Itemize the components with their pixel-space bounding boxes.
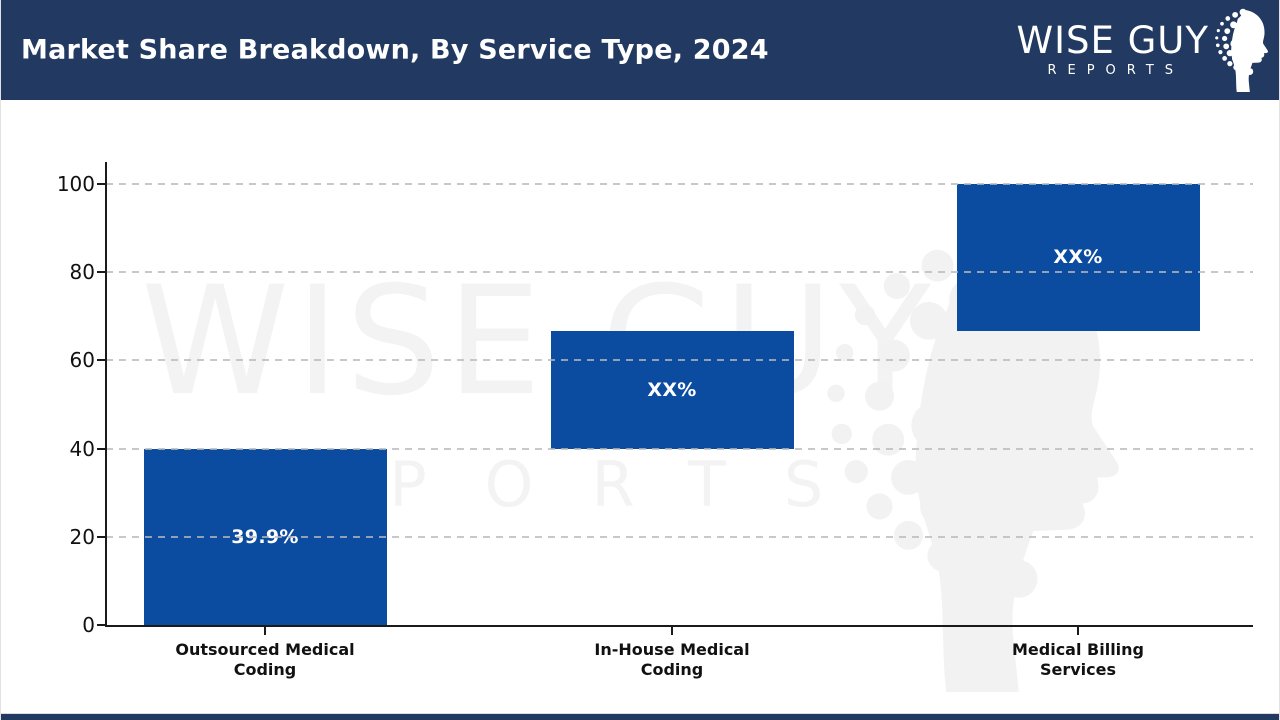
- x-category-label: In-House Medical Coding: [512, 640, 832, 680]
- x-category-label: Outsourced Medical Coding: [105, 640, 425, 680]
- bar-segment: XX%: [956, 184, 1200, 331]
- x-category-label-line: Coding: [640, 660, 704, 679]
- bar-value-label: XX%: [647, 378, 697, 401]
- chart-canvas: WISE GUY REPORTS 0 20 40 60 80 100 39.9% Outsou…: [1, 100, 1279, 714]
- logo-line1: WISE GUY: [1016, 18, 1209, 62]
- y-gridline: [106, 183, 1253, 185]
- x-tick-mark: [1077, 627, 1079, 635]
- y-tick-label: 60: [69, 348, 95, 373]
- bar-value-label: XX%: [1053, 246, 1103, 269]
- x-category-label-line: Services: [1039, 660, 1117, 679]
- y-tick-label: 40: [69, 436, 95, 461]
- bar-segment: XX%: [550, 330, 794, 450]
- y-tick-label: 0: [82, 613, 95, 637]
- y-gridline: [106, 359, 1253, 362]
- y-axis-spine: [105, 162, 107, 627]
- y-tick-mark: [97, 447, 105, 450]
- x-category-label-line: Medical Billing: [1011, 640, 1145, 659]
- x-category-label-line: Coding: [233, 660, 297, 679]
- watermark-wise-guy: WISE GUY: [141, 255, 937, 429]
- y-gridline: [106, 535, 1253, 538]
- y-tick-mark: [97, 359, 105, 362]
- logo-line2: REPORTS: [1047, 63, 1185, 79]
- y-tick-label: 20: [69, 524, 95, 549]
- y-gridline: [106, 271, 1253, 274]
- x-tick-mark: [671, 627, 673, 635]
- y-tick-mark: [97, 183, 105, 185]
- y-tick-label: 80: [69, 260, 95, 285]
- y-tick-mark: [97, 271, 105, 274]
- x-category-label-line: In-House Medical: [594, 640, 750, 659]
- x-tick-mark: [264, 627, 266, 635]
- y-tick-mark: [97, 535, 105, 538]
- logo-text: WISE GUY REPORTS: [1016, 18, 1209, 79]
- header-band: Market Share Breakdown, By Service Type,…: [1, 0, 1279, 100]
- footer-brand-strip: [1, 713, 1279, 720]
- page-title: Market Share Breakdown, By Service Type,…: [21, 34, 769, 66]
- y-gridline: [106, 447, 1253, 450]
- dotted-head-icon: [1215, 8, 1268, 92]
- wise-guy-logo: WISE GUY REPORTS: [1017, 6, 1275, 94]
- y-tick-mark: [97, 624, 105, 626]
- y-tick-label: 100: [56, 172, 95, 196]
- x-category-label: Medical Billing Services: [918, 640, 1238, 680]
- x-axis-spine: [105, 625, 1253, 627]
- x-category-label-line: Outsourced Medical: [175, 640, 355, 659]
